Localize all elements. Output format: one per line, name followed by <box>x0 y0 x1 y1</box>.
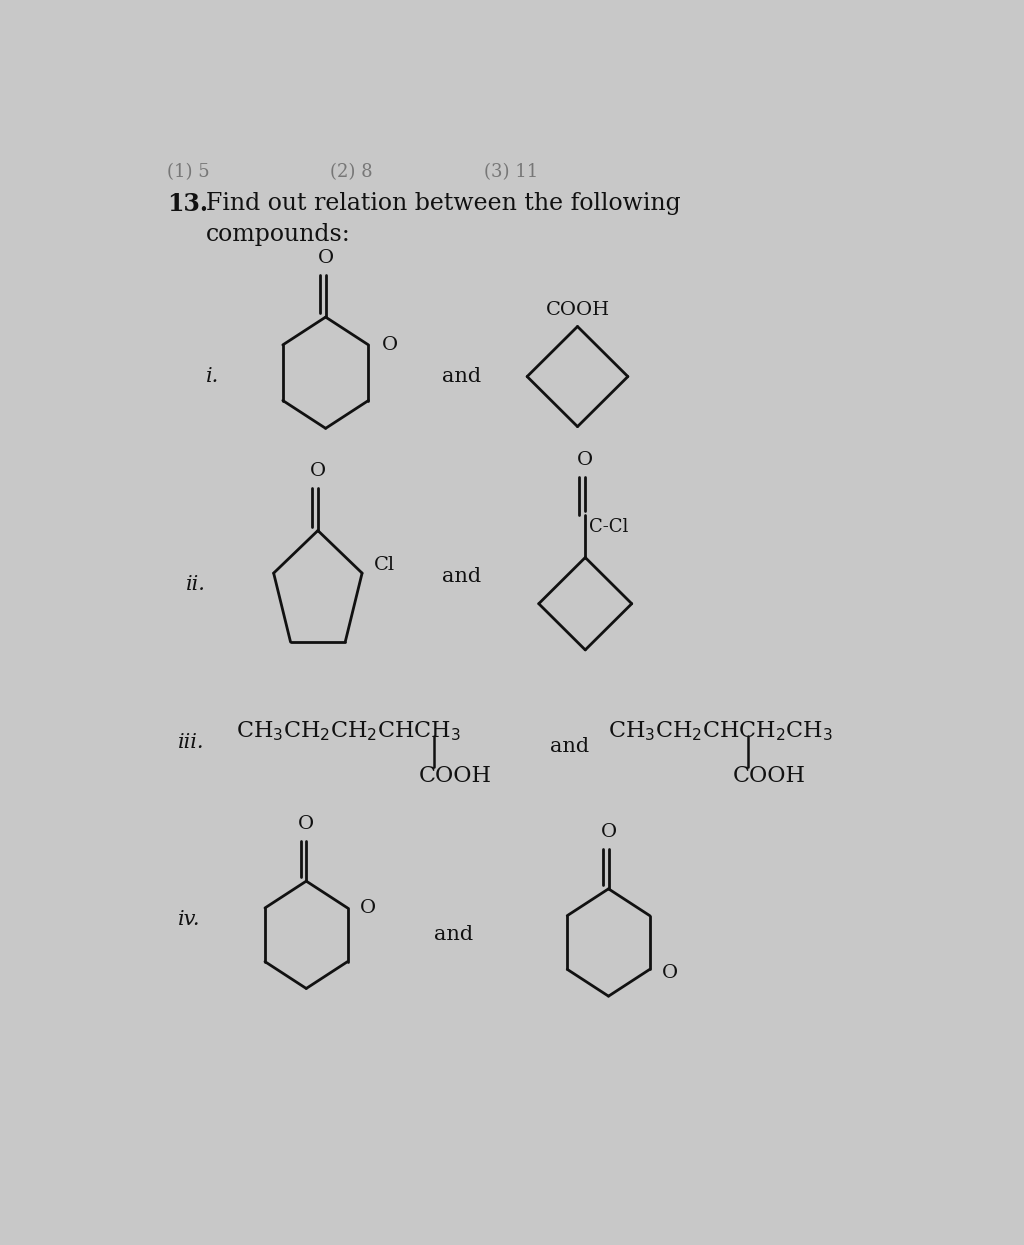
Text: (1) 5: (1) 5 <box>167 163 209 182</box>
Text: Find out relation between the following: Find out relation between the following <box>206 192 680 214</box>
Text: CH$_3$CH$_2$CHCH$_2$CH$_3$: CH$_3$CH$_2$CHCH$_2$CH$_3$ <box>608 718 834 742</box>
Text: COOH: COOH <box>419 766 492 787</box>
Text: O: O <box>663 964 678 982</box>
Text: O: O <box>578 451 593 469</box>
Text: compounds:: compounds: <box>206 223 350 245</box>
Text: (2) 8: (2) 8 <box>330 163 372 182</box>
Text: iii.: iii. <box>178 733 205 752</box>
Text: 13.: 13. <box>167 192 208 215</box>
Text: O: O <box>382 336 398 354</box>
Text: and: and <box>441 568 481 586</box>
Text: and: and <box>550 737 590 756</box>
Text: O: O <box>600 823 616 842</box>
Text: (3) 11: (3) 11 <box>484 163 539 182</box>
Text: O: O <box>359 899 376 918</box>
Text: O: O <box>317 249 334 266</box>
Text: and: and <box>441 367 481 386</box>
Text: iv.: iv. <box>178 910 201 929</box>
Text: COOH: COOH <box>732 766 806 787</box>
Text: O: O <box>298 815 314 833</box>
Text: and: and <box>434 925 473 944</box>
Text: C-Cl: C-Cl <box>589 518 629 535</box>
Text: Cl: Cl <box>374 557 395 574</box>
Text: ii.: ii. <box>186 575 206 594</box>
Text: CH$_3$CH$_2$CH$_2$CHCH$_3$: CH$_3$CH$_2$CH$_2$CHCH$_3$ <box>237 718 462 742</box>
Text: O: O <box>310 462 326 481</box>
Text: COOH: COOH <box>546 301 609 319</box>
Text: i.: i. <box>206 367 219 386</box>
